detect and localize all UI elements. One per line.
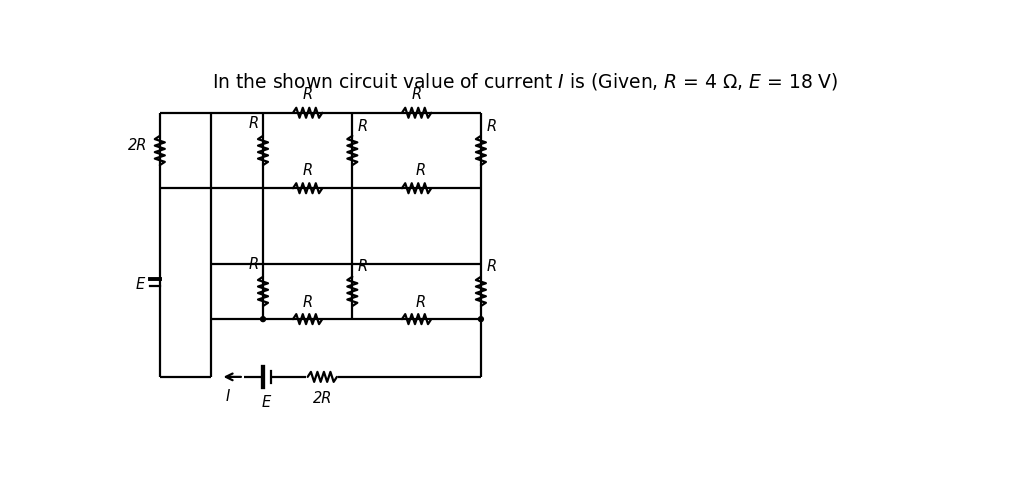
- Circle shape: [260, 317, 265, 322]
- Text: R: R: [249, 116, 259, 131]
- Text: R: R: [303, 295, 312, 310]
- Text: In the shown circuit value of current $I$ is (Given, $R$ = 4 Ω, $E$ = 18 V): In the shown circuit value of current $I…: [212, 71, 838, 92]
- Text: R: R: [357, 259, 368, 274]
- Text: 2R: 2R: [128, 138, 147, 154]
- Circle shape: [478, 317, 483, 322]
- Text: R: R: [357, 119, 368, 134]
- Text: R: R: [412, 87, 422, 102]
- Text: $I$: $I$: [225, 388, 231, 404]
- Text: R: R: [249, 257, 259, 272]
- Text: 2R: 2R: [312, 391, 332, 406]
- Text: R: R: [486, 119, 497, 134]
- Text: R: R: [303, 163, 312, 178]
- Text: R: R: [303, 87, 312, 102]
- Text: E: E: [135, 277, 144, 292]
- Text: R: R: [486, 259, 497, 274]
- Text: R: R: [416, 163, 426, 178]
- Text: R: R: [416, 295, 426, 310]
- Text: $E$: $E$: [261, 394, 272, 410]
